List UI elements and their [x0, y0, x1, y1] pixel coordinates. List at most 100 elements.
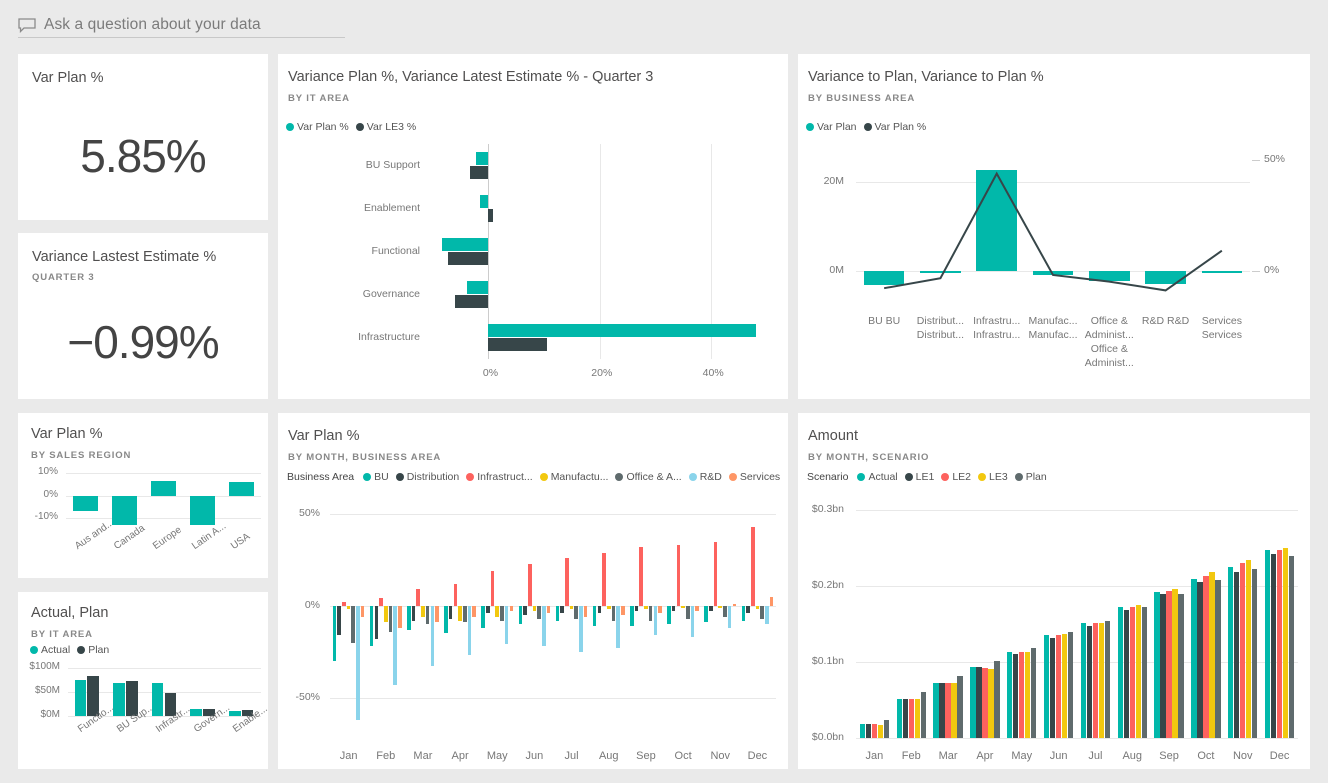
- bar-Europe[interactable]: [151, 481, 176, 496]
- bar-Var-LE3--Functional[interactable]: [448, 251, 489, 265]
- bar-Plan-Dec[interactable]: [1288, 555, 1295, 738]
- bar-Office-A--Oct[interactable]: [685, 605, 690, 619]
- bar-BU-May[interactable]: [481, 605, 485, 628]
- bar-LE1-Nov[interactable]: [1234, 572, 1240, 738]
- bar-R-D-Sep[interactable]: [653, 605, 658, 636]
- bar-Plan-Jan[interactable]: [883, 719, 889, 738]
- bar-Actual-Nov[interactable]: [1228, 567, 1234, 738]
- bar-Services-Jan[interactable]: [360, 605, 365, 617]
- bar-Canada[interactable]: [112, 495, 137, 525]
- bar-Manufactu--Jun[interactable]: [532, 605, 537, 612]
- bar-Services-Nov[interactable]: [732, 603, 737, 606]
- card-variance-by-business-area[interactable]: Variance to Plan, Variance to Plan % BY …: [798, 54, 1310, 399]
- bar-Plan-Aug[interactable]: [1141, 607, 1147, 738]
- bar-LE1-Jun[interactable]: [1049, 637, 1056, 738]
- legend-item-distribution[interactable]: Distribution: [395, 471, 459, 483]
- bar-Var-Plan--BU-Support[interactable]: [475, 151, 489, 165]
- bar-Plan-BU-Sup-[interactable]: [125, 681, 138, 716]
- bar-R-D-Nov[interactable]: [727, 605, 732, 628]
- bar-LE3-Feb[interactable]: [914, 698, 920, 738]
- bar-LE2-Mar[interactable]: [945, 682, 951, 738]
- bar-BU-Jun[interactable]: [518, 605, 523, 625]
- bar-Distribution-Mar[interactable]: [411, 605, 416, 621]
- bar-Manufactu--Dec[interactable]: [755, 605, 760, 610]
- bar-Actual-BU-Sup-[interactable]: [113, 682, 125, 716]
- bar-Distribution-May[interactable]: [486, 605, 490, 614]
- bar-BU-Dec[interactable]: [741, 605, 746, 621]
- bar-LE3-Jan[interactable]: [877, 725, 883, 738]
- bar-Infrastruct--Mar[interactable]: [416, 589, 420, 606]
- card-variance-by-it-area[interactable]: Variance Plan %, Variance Latest Estimat…: [278, 54, 788, 399]
- bar-Office-A--Aug[interactable]: [611, 605, 616, 621]
- bar-LE3-Nov[interactable]: [1246, 560, 1252, 738]
- bar-LE2-May[interactable]: [1019, 652, 1025, 738]
- bar-R-D-Oct[interactable]: [690, 605, 695, 638]
- card-var-plan-by-sales-region[interactable]: Var Plan % BY SALES REGION 10% 0% -10% Aus …: [18, 413, 268, 578]
- bar-LE3-May[interactable]: [1025, 652, 1031, 738]
- bar-Infrastruct--May[interactable]: [490, 570, 495, 606]
- amount-legend[interactable]: Scenario Actual LE1 LE2 LE3 Plan: [807, 471, 1047, 483]
- bar-Actual-Jun[interactable]: [1043, 635, 1050, 738]
- bar-R-D-Jun[interactable]: [542, 605, 546, 647]
- bar-var-plan-6[interactable]: [1201, 270, 1243, 273]
- bar-Manufactu--May[interactable]: [495, 605, 500, 617]
- bar-Plan-Sep[interactable]: [1178, 593, 1184, 738]
- bar-Distribution-Dec[interactable]: [746, 605, 750, 614]
- bar-Distribution-Aug[interactable]: [597, 605, 602, 614]
- bar-Distribution-Jan[interactable]: [337, 605, 341, 636]
- bar-BU-Aug[interactable]: [592, 605, 597, 626]
- bar-BU-Jan[interactable]: [332, 605, 337, 661]
- bar-Actual-Aug[interactable]: [1117, 607, 1123, 738]
- bar-Var-Plan--Enablement[interactable]: [480, 194, 489, 208]
- legend-item-le2[interactable]: LE2: [941, 471, 971, 483]
- bar-Office-A--Mar[interactable]: [425, 605, 430, 625]
- bar-LE1-Apr[interactable]: [976, 667, 982, 738]
- bar-Infrastruct--Jul[interactable]: [565, 558, 569, 606]
- bar-Services-Dec[interactable]: [769, 596, 774, 606]
- bar-Manufactu--Aug[interactable]: [606, 605, 611, 610]
- bar-var-plan-5[interactable]: [1145, 270, 1186, 284]
- bar-Actual-Infrastr-[interactable]: [151, 682, 164, 716]
- bar-Office-A--Jan[interactable]: [351, 605, 356, 643]
- bar-Plan-Nov[interactable]: [1252, 569, 1258, 738]
- legend-item-office-a[interactable]: Office & A...: [615, 471, 682, 483]
- bar-Manufactu--Sep[interactable]: [644, 605, 648, 610]
- bar-Distribution-Oct[interactable]: [671, 605, 676, 612]
- bar-var-plan-0[interactable]: [863, 270, 905, 285]
- bar-Distribution-Jul[interactable]: [560, 605, 564, 614]
- legend-item-infrastruct[interactable]: Infrastruct...: [466, 471, 533, 483]
- bar-LE3-Oct[interactable]: [1209, 572, 1215, 738]
- bar-Var-Plan--Governance[interactable]: [466, 280, 489, 294]
- bar-Plan-Govern-[interactable]: [203, 708, 215, 716]
- bar-var-plan-3[interactable]: [1032, 270, 1074, 276]
- bar-LE1-Feb[interactable]: [902, 698, 908, 738]
- bar-Infrastruct--Feb[interactable]: [379, 598, 383, 606]
- bar-Var-LE3--Infrastructure[interactable]: [488, 337, 547, 351]
- bar-Plan-Enable-[interactable]: [241, 710, 254, 716]
- legend-item-var-plan-pct[interactable]: Var Plan %: [286, 121, 349, 133]
- bar-LE3-Sep[interactable]: [1172, 589, 1178, 738]
- bar-R-D-Apr[interactable]: [467, 605, 472, 656]
- bar-Manufactu--Jul[interactable]: [569, 605, 574, 610]
- bar-USA[interactable]: [229, 482, 254, 496]
- bar-R-D-Jul[interactable]: [579, 605, 583, 652]
- bar-var-plan-1[interactable]: [920, 270, 961, 274]
- bar-Office-A--Jun[interactable]: [537, 605, 541, 619]
- legend-item-var-plan[interactable]: Var Plan: [806, 121, 857, 133]
- actual-plan-legend[interactable]: Actual Plan: [30, 644, 109, 656]
- it-area-legend[interactable]: Var Plan % Var LE3 %: [286, 121, 416, 133]
- bar-Plan-Jun[interactable]: [1067, 631, 1074, 738]
- bar-Services-Feb[interactable]: [398, 605, 402, 628]
- bar-Plan-May[interactable]: [1031, 648, 1037, 738]
- legend-item-plan[interactable]: Plan: [77, 644, 109, 656]
- bar-LE2-Jun[interactable]: [1055, 635, 1062, 738]
- bar-Distribution-Jun[interactable]: [523, 605, 527, 615]
- card-var-plan-by-month-business-area[interactable]: Var Plan % BY MONTH, BUSINESS AREA Busin…: [278, 413, 788, 769]
- bar-Var-Plan--Functional[interactable]: [442, 237, 489, 251]
- bar-LE3-Jun[interactable]: [1061, 633, 1068, 738]
- card-amount-by-month-scenario[interactable]: Amount BY MONTH, SCENARIO Scenario Actual…: [798, 413, 1310, 769]
- bar-Latin-A-[interactable]: [190, 495, 215, 525]
- bar-Office-A--Nov[interactable]: [723, 605, 727, 617]
- bar-Actual-Sep[interactable]: [1154, 592, 1160, 738]
- bar-LE3-Apr[interactable]: [988, 668, 994, 738]
